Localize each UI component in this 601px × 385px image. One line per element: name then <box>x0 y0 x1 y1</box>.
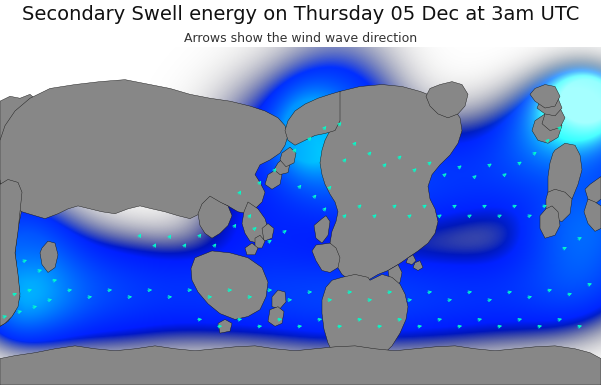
Polygon shape <box>18 131 45 160</box>
Polygon shape <box>0 94 42 184</box>
Polygon shape <box>0 80 288 219</box>
Polygon shape <box>242 202 268 243</box>
Polygon shape <box>413 261 423 271</box>
Polygon shape <box>40 241 58 273</box>
Polygon shape <box>548 143 582 212</box>
Polygon shape <box>0 346 601 385</box>
Polygon shape <box>285 91 340 145</box>
Polygon shape <box>218 320 232 333</box>
Polygon shape <box>265 170 282 189</box>
Polygon shape <box>272 290 286 309</box>
Polygon shape <box>255 235 265 248</box>
Polygon shape <box>322 275 408 370</box>
Polygon shape <box>406 255 416 264</box>
Polygon shape <box>388 264 402 287</box>
Polygon shape <box>280 147 296 167</box>
Polygon shape <box>426 82 468 118</box>
Polygon shape <box>274 157 290 174</box>
Polygon shape <box>320 85 462 282</box>
Polygon shape <box>312 243 340 273</box>
Polygon shape <box>532 114 562 143</box>
Polygon shape <box>542 106 565 131</box>
Polygon shape <box>38 96 58 121</box>
Polygon shape <box>546 189 572 221</box>
Polygon shape <box>0 179 22 326</box>
Polygon shape <box>198 196 232 238</box>
Polygon shape <box>262 224 274 241</box>
Polygon shape <box>245 243 258 255</box>
Polygon shape <box>585 177 601 204</box>
Polygon shape <box>540 206 560 238</box>
Polygon shape <box>530 85 560 108</box>
Polygon shape <box>584 199 601 231</box>
Polygon shape <box>191 251 268 320</box>
Polygon shape <box>314 216 330 243</box>
Polygon shape <box>268 307 284 326</box>
Polygon shape <box>0 179 22 326</box>
Text: Arrows show the wind wave direction: Arrows show the wind wave direction <box>184 32 417 45</box>
Polygon shape <box>537 96 562 116</box>
Text: Secondary Swell energy on Thursday 05 Dec at 3am UTC: Secondary Swell energy on Thursday 05 De… <box>22 5 579 24</box>
